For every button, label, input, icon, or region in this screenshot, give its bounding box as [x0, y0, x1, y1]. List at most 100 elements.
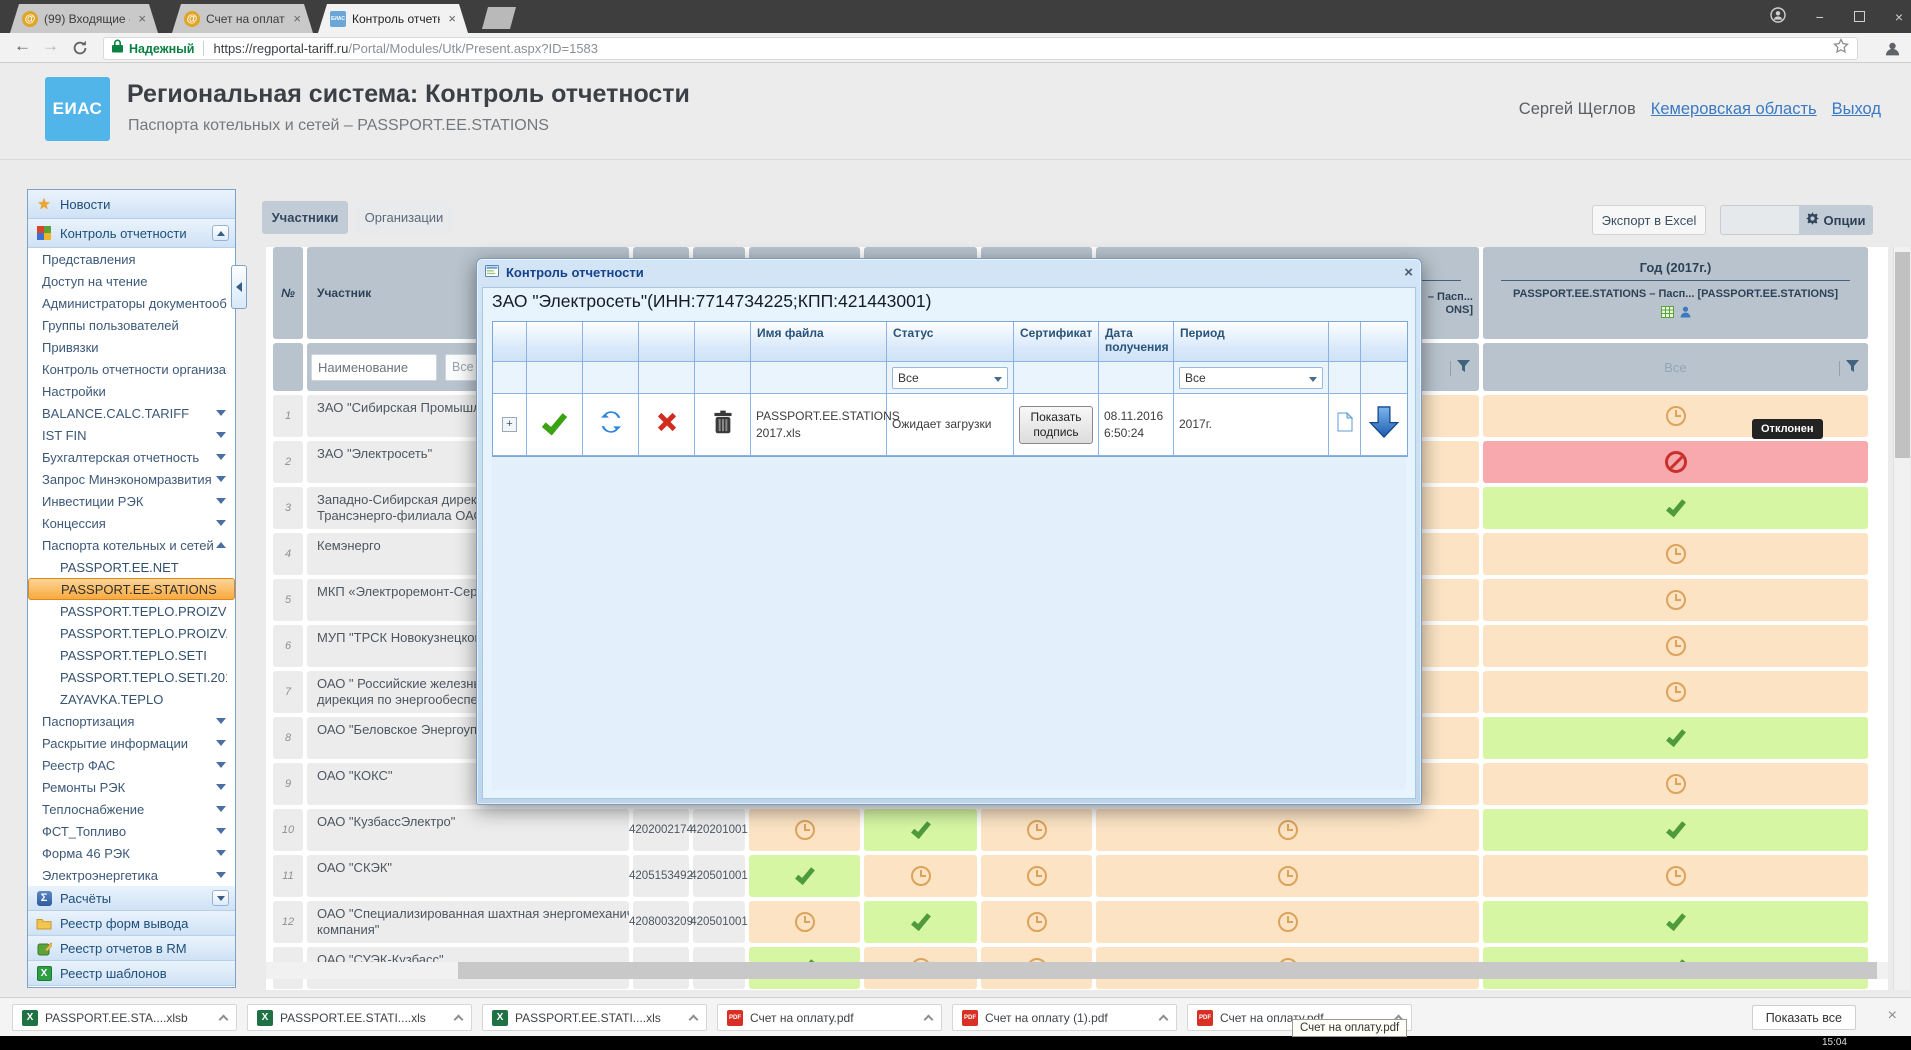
- sidebar-item-реестр-шаблонов[interactable]: X Реестр шаблонов: [28, 961, 235, 986]
- vertical-scrollbar[interactable]: [1893, 247, 1910, 990]
- refresh-icon[interactable]: [597, 408, 625, 441]
- region-link[interactable]: Кемеровская область: [1650, 100, 1817, 118]
- close-window-button[interactable]: ×: [1894, 8, 1903, 25]
- vertical-scrollbar-thumb[interactable]: [1895, 252, 1910, 458]
- modal-title-bar[interactable]: Контроль отчетности ×: [477, 259, 1421, 286]
- trash-icon[interactable]: [710, 408, 736, 441]
- download-item[interactable]: X PASSPORT.EE.STA....xlsb: [12, 1004, 237, 1031]
- sidebar-item-доступ-на-чтение[interactable]: Доступ на чтение: [28, 270, 235, 292]
- period-filter-select[interactable]: Все: [1179, 366, 1323, 389]
- sidebar-item-теплоснабжение[interactable]: Теплоснабжение: [28, 798, 235, 820]
- download-item[interactable]: X PASSPORT.EE.STATI....xls: [482, 1004, 707, 1031]
- sidebar-item-zayavka-teplo[interactable]: ZAYAVKA.TEPLO: [28, 688, 235, 710]
- profile-icon[interactable]: [1884, 40, 1901, 62]
- browser-tab[interactable]: ЕИАС Контроль отчетности ×: [318, 4, 468, 33]
- maximize-button[interactable]: [1853, 11, 1865, 22]
- download-item[interactable]: X PASSPORT.EE.STATI....xls: [247, 1004, 472, 1031]
- sidebar-item-электроэнергетика[interactable]: Электроэнергетика: [28, 864, 235, 886]
- tab-participants[interactable]: Участники: [262, 201, 348, 234]
- tab-close-icon[interactable]: ×: [138, 11, 146, 26]
- kpp-cell: 420501001: [690, 901, 748, 943]
- name-filter-input[interactable]: [311, 353, 437, 381]
- minimize-button[interactable]: −: [1815, 8, 1824, 25]
- sidebar-item-реестр-форм-вывода[interactable]: Реестр форм вывода: [28, 911, 235, 936]
- sidebar-item-passport-ee-stations[interactable]: PASSPORT.EE.STATIONS: [28, 578, 235, 600]
- sidebar-item-привязки[interactable]: Привязки: [28, 336, 235, 358]
- back-button[interactable]: ←: [14, 36, 31, 55]
- sidebar-item-группы-пользователей[interactable]: Группы пользователей: [28, 314, 235, 336]
- sidebar-item-ремонты-рэк[interactable]: Ремонты РЭК: [28, 776, 235, 798]
- new-tab-button[interactable]: [482, 7, 516, 29]
- sidebar-item-администраторы-документооборота[interactable]: Администраторы документооборота: [28, 292, 235, 314]
- sidebar-item-passport-teplo-proizv[interactable]: PASSPORT.TEPLO.PROIZV: [28, 600, 235, 622]
- sidebar-item-запрос-минэкономразвития[interactable]: Запрос Минэкономразвития: [28, 468, 235, 490]
- chevron-up-icon[interactable]: [923, 1014, 934, 1024]
- browser-tab[interactable]: @ Счет на оплату.pdf - По ×: [172, 4, 313, 33]
- show-all-downloads-button[interactable]: Показать все: [1751, 1005, 1856, 1030]
- show-signature-button[interactable]: Показать подпись: [1019, 405, 1093, 444]
- section-toggle-button[interactable]: [212, 890, 229, 906]
- sidebar-item-ist-fin[interactable]: IST FIN: [28, 424, 235, 446]
- bookmark-star-icon[interactable]: [1833, 38, 1849, 59]
- sidebar-item-passport-teplo-proizv-2016[interactable]: PASSPORT.TEPLO.PROIZV.2016: [28, 622, 235, 644]
- forward-button[interactable]: →: [42, 36, 59, 55]
- participant-name-cell[interactable]: ОАО "Специализированная шахтная энергоме…: [307, 901, 629, 943]
- download-arrow-icon[interactable]: [1368, 405, 1400, 444]
- chevron-up-icon[interactable]: [218, 1014, 229, 1024]
- horizontal-scrollbar[interactable]: [266, 962, 1888, 979]
- sidebar-item-представления[interactable]: Представления: [28, 248, 235, 270]
- sidebar-item-balance-calc-tariff[interactable]: BALANCE.CALC.TARIFF: [28, 402, 235, 424]
- tab-close-icon[interactable]: ×: [448, 11, 456, 26]
- sidebar-item-настройки[interactable]: Настройки: [28, 380, 235, 402]
- sidebar-item-новости[interactable]: ★ Новости: [28, 190, 235, 219]
- report-user-icon[interactable]: [1680, 306, 1691, 321]
- sidebar-item-паспортизация[interactable]: Паспортизация: [28, 710, 235, 732]
- funnel-filter-icon[interactable]: [1457, 359, 1470, 377]
- sidebar-item-контроль-отчетности[interactable]: Контроль отчетности: [28, 219, 235, 248]
- chevron-up-icon[interactable]: [688, 1014, 699, 1024]
- sidebar-item-реестр-отчетов-в-rm[interactable]: Реестр отчетов в RM: [28, 936, 235, 961]
- participant-name-cell[interactable]: ОАО "СКЭК": [307, 855, 629, 897]
- options-button-extra[interactable]: [1721, 206, 1799, 234]
- status-filter-select[interactable]: Все: [892, 366, 1008, 389]
- chevron-up-icon[interactable]: [1158, 1014, 1169, 1024]
- sidebar-item-реестр-фас[interactable]: Реестр ФАС: [28, 754, 235, 776]
- horizontal-scrollbar-thumb[interactable]: [458, 962, 1877, 979]
- downloads-bar-close-icon[interactable]: ×: [1887, 1007, 1897, 1024]
- sidebar-item-форма-46-рэк[interactable]: Форма 46 РЭК: [28, 842, 235, 864]
- logout-link[interactable]: Выход: [1831, 100, 1881, 118]
- sidebar-item-бухгалтерская-отчетность[interactable]: Бухгалтерская отчетность: [28, 446, 235, 468]
- section-toggle-button[interactable]: [212, 225, 229, 241]
- year-filter-value[interactable]: Все: [1664, 359, 1687, 375]
- sidebar-item-паспорта-котельных-и-сетей[interactable]: Паспорта котельных и сетей: [28, 534, 235, 556]
- sidebar-item-фст-топливо[interactable]: ФСТ_Топливо: [28, 820, 235, 842]
- approve-icon[interactable]: [541, 408, 568, 435]
- sidebar-item-passport-teplo-seti-2016[interactable]: PASSPORT.TEPLO.SETI.2016: [28, 666, 235, 688]
- document-icon[interactable]: [1337, 411, 1353, 437]
- modal-close-icon[interactable]: ×: [1404, 264, 1413, 281]
- reload-button[interactable]: [72, 40, 88, 61]
- report-grid-icon[interactable]: [1660, 306, 1674, 321]
- sidebar-item-концессия[interactable]: Концессия: [28, 512, 235, 534]
- sidebar-item-раскрытие-информации[interactable]: Раскрытие информации: [28, 732, 235, 754]
- download-item[interactable]: PDF Счет на оплату (1).pdf: [952, 1004, 1177, 1031]
- address-bar[interactable]: Надежный https://regportal-tariff.ru /Po…: [103, 37, 1858, 60]
- sidebar-item-расчёты[interactable]: Σ Расчёты: [28, 886, 235, 911]
- funnel-filter-icon[interactable]: [1846, 359, 1859, 377]
- sidebar-item-инвестиции-рэк[interactable]: Инвестиции РЭК: [28, 490, 235, 512]
- sidebar-item-контроль-отчетности-организаций[interactable]: Контроль отчетности организаций: [28, 358, 235, 380]
- download-item[interactable]: PDF Счет на оплату.pdf: [717, 1004, 942, 1031]
- sidebar-item-passport-teplo-seti[interactable]: PASSPORT.TEPLO.SETI: [28, 644, 235, 666]
- sidebar-collapse-button[interactable]: [231, 265, 247, 309]
- participant-name-cell[interactable]: ОАО "КузбассЭлектро": [307, 809, 629, 851]
- sidebar-item-passport-ee-net[interactable]: PASSPORT.EE.NET: [28, 556, 235, 578]
- tab-organizations[interactable]: Организации: [354, 201, 454, 234]
- options-button[interactable]: Опции: [1799, 206, 1872, 234]
- tab-close-icon[interactable]: ×: [293, 11, 301, 26]
- chevron-up-icon[interactable]: [453, 1014, 464, 1024]
- browser-tab[interactable]: @ (99) Входящие - Почта ×: [10, 4, 158, 33]
- browser-user-icon[interactable]: [1769, 7, 1786, 26]
- reject-icon[interactable]: [653, 408, 681, 441]
- expand-row-button[interactable]: +: [502, 417, 517, 432]
- export-excel-button[interactable]: Экспорт в Excel: [1592, 205, 1706, 235]
